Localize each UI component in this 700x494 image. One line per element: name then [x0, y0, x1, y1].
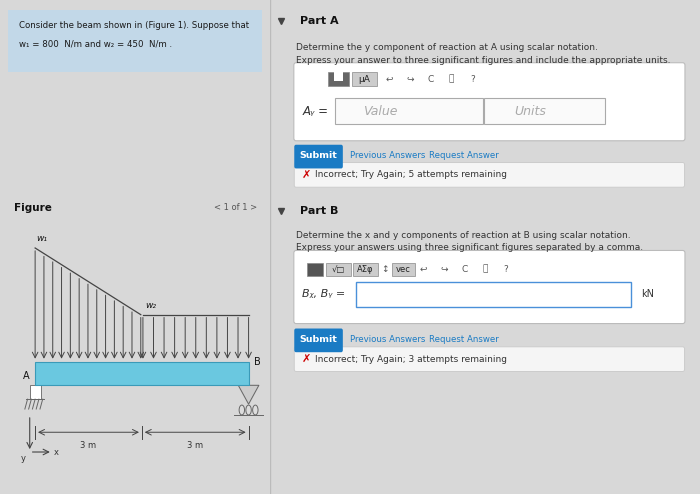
Text: Value: Value: [363, 105, 397, 118]
FancyBboxPatch shape: [29, 385, 41, 399]
Text: < 1 of 1 >: < 1 of 1 >: [214, 203, 257, 211]
Text: ↕: ↕: [382, 265, 389, 274]
Text: w₂: w₂: [146, 301, 157, 310]
Text: Submit: Submit: [300, 335, 337, 344]
Text: w₁: w₁: [36, 234, 48, 243]
Text: Part B: Part B: [300, 206, 339, 216]
FancyBboxPatch shape: [35, 362, 248, 385]
Text: ⬜: ⬜: [482, 265, 488, 274]
Text: Figure: Figure: [13, 203, 51, 212]
Text: A: A: [23, 371, 29, 381]
Text: Determine the y component of reaction at A using scalar notation.: Determine the y component of reaction at…: [296, 43, 598, 52]
Text: Aᵧ =: Aᵧ =: [302, 105, 328, 118]
Text: Previous Answers: Previous Answers: [350, 335, 425, 344]
Text: Express your answers using three significant figures separated by a comma.: Express your answers using three signifi…: [296, 243, 643, 252]
Text: √□: √□: [332, 265, 345, 274]
Text: Part A: Part A: [300, 16, 339, 26]
FancyBboxPatch shape: [335, 98, 483, 124]
FancyBboxPatch shape: [294, 163, 685, 187]
Text: Bᵪ, Bᵧ =: Bᵪ, Bᵧ =: [302, 289, 346, 299]
FancyBboxPatch shape: [294, 329, 343, 352]
Circle shape: [239, 405, 244, 415]
Text: Request Answer: Request Answer: [429, 151, 499, 160]
FancyBboxPatch shape: [294, 347, 685, 371]
Text: Consider the beam shown in (Figure 1). Suppose that: Consider the beam shown in (Figure 1). S…: [19, 21, 249, 30]
Text: Previous Answers: Previous Answers: [350, 151, 425, 160]
Circle shape: [253, 405, 258, 415]
Text: ↩: ↩: [386, 75, 393, 83]
Text: C: C: [461, 265, 468, 274]
FancyBboxPatch shape: [484, 98, 605, 124]
Text: ✗: ✗: [302, 354, 312, 364]
Text: Submit: Submit: [300, 151, 337, 160]
Text: Units: Units: [514, 105, 546, 118]
FancyBboxPatch shape: [307, 263, 323, 276]
Text: μA: μA: [358, 75, 370, 83]
Text: ↪: ↪: [407, 75, 414, 83]
FancyBboxPatch shape: [294, 63, 685, 141]
Text: w₁ = 800  N/m and w₂ = 450  N/m .: w₁ = 800 N/m and w₂ = 450 N/m .: [19, 40, 172, 48]
FancyBboxPatch shape: [352, 72, 377, 86]
Polygon shape: [238, 385, 259, 404]
Text: x: x: [54, 448, 59, 456]
Text: y: y: [21, 454, 26, 463]
Text: 3 m: 3 m: [187, 441, 203, 450]
FancyBboxPatch shape: [294, 145, 343, 168]
FancyBboxPatch shape: [294, 250, 685, 324]
FancyBboxPatch shape: [8, 10, 262, 72]
Text: ?: ?: [503, 265, 508, 274]
Text: Incorrect; Try Again; 5 attempts remaining: Incorrect; Try Again; 5 attempts remaini…: [315, 170, 508, 179]
Circle shape: [246, 405, 251, 415]
FancyBboxPatch shape: [392, 263, 414, 276]
Text: ✗: ✗: [302, 170, 312, 180]
Text: 3 m: 3 m: [80, 441, 97, 450]
FancyBboxPatch shape: [328, 72, 349, 86]
Text: ↪: ↪: [440, 265, 447, 274]
Text: ?: ?: [470, 75, 475, 83]
FancyBboxPatch shape: [326, 263, 351, 276]
Text: ↩: ↩: [419, 265, 427, 274]
Text: Incorrect; Try Again; 3 attempts remaining: Incorrect; Try Again; 3 attempts remaini…: [315, 355, 508, 364]
Text: AΣφ: AΣφ: [358, 265, 374, 274]
Text: ⬜: ⬜: [449, 75, 454, 83]
Text: C: C: [428, 75, 434, 83]
Text: B: B: [254, 357, 260, 367]
Text: Request Answer: Request Answer: [429, 335, 499, 344]
FancyBboxPatch shape: [334, 72, 343, 81]
Text: Express your answer to three significant figures and include the appropriate uni: Express your answer to three significant…: [296, 56, 671, 65]
FancyBboxPatch shape: [354, 263, 378, 276]
FancyBboxPatch shape: [356, 282, 631, 307]
Text: Determine the x and y components of reaction at B using scalar notation.: Determine the x and y components of reac…: [296, 231, 631, 240]
Text: vec: vec: [396, 265, 411, 274]
Text: kN: kN: [641, 289, 654, 299]
